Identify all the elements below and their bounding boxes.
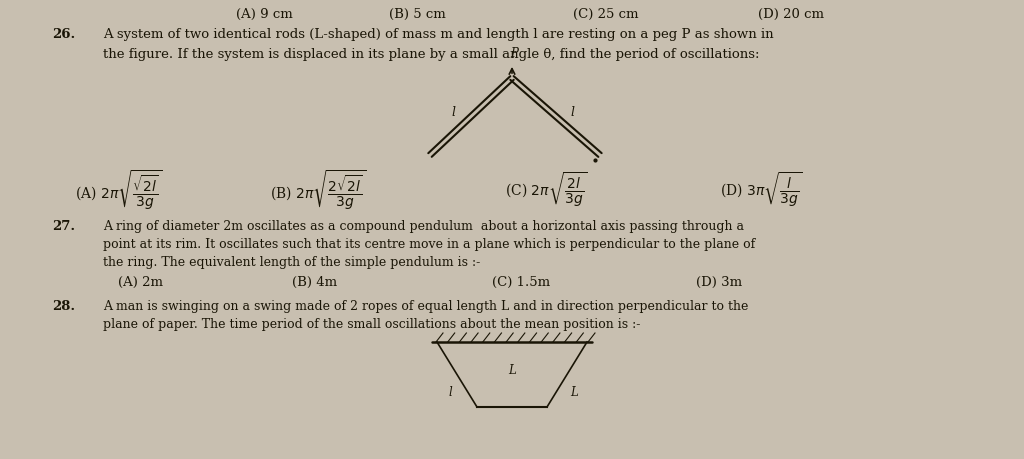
Text: A man is swinging on a swing made of 2 ropes of equal length L and in direction : A man is swinging on a swing made of 2 r… [103,300,749,313]
Text: plane of paper. The time period of the small oscillations about the mean positio: plane of paper. The time period of the s… [103,318,640,331]
Text: 27.: 27. [52,220,75,233]
Text: (C) 25 cm: (C) 25 cm [573,8,639,21]
Text: point at its rim. It oscillates such that its centre move in a plane which is pe: point at its rim. It oscillates such tha… [103,238,756,251]
Text: (B) 4m: (B) 4m [292,276,337,289]
Text: (D) 3m: (D) 3m [696,276,742,289]
Text: L: L [508,364,516,376]
Text: 26.: 26. [52,28,75,41]
Text: (B) 5 cm: (B) 5 cm [389,8,445,21]
Text: l: l [570,106,574,119]
Text: (A) 9 cm: (A) 9 cm [236,8,292,21]
Text: the figure. If the system is displaced in its plane by a small angle θ, find the: the figure. If the system is displaced i… [103,48,760,61]
Text: (D) $3\pi\sqrt{\dfrac{l}{3g}}$: (D) $3\pi\sqrt{\dfrac{l}{3g}}$ [720,171,803,209]
Text: A system of two identical rods (L-shaped) of mass m and length l are resting on : A system of two identical rods (L-shaped… [103,28,773,41]
Text: A ring of diameter 2m oscillates as a compound pendulum  about a horizontal axis: A ring of diameter 2m oscillates as a co… [103,220,744,233]
Text: L: L [570,386,578,399]
Text: 28.: 28. [52,300,75,313]
Text: (A) $2\pi\sqrt{\dfrac{\sqrt{2l}}{3g}}$: (A) $2\pi\sqrt{\dfrac{\sqrt{2l}}{3g}}$ [75,168,162,212]
Text: (B) $2\pi\sqrt{\dfrac{2\sqrt{2l}}{3g}}$: (B) $2\pi\sqrt{\dfrac{2\sqrt{2l}}{3g}}$ [270,168,367,212]
Text: l: l [451,106,455,119]
Text: (D) 20 cm: (D) 20 cm [758,8,823,21]
Text: (C) 1.5m: (C) 1.5m [492,276,550,289]
Text: l: l [449,386,452,399]
Text: (A) 2m: (A) 2m [118,276,163,289]
Text: P: P [510,47,518,60]
Text: the ring. The equivalent length of the simple pendulum is :-: the ring. The equivalent length of the s… [103,256,480,269]
Text: (C) $2\pi\sqrt{\dfrac{2l}{3g}}$: (C) $2\pi\sqrt{\dfrac{2l}{3g}}$ [505,171,588,209]
